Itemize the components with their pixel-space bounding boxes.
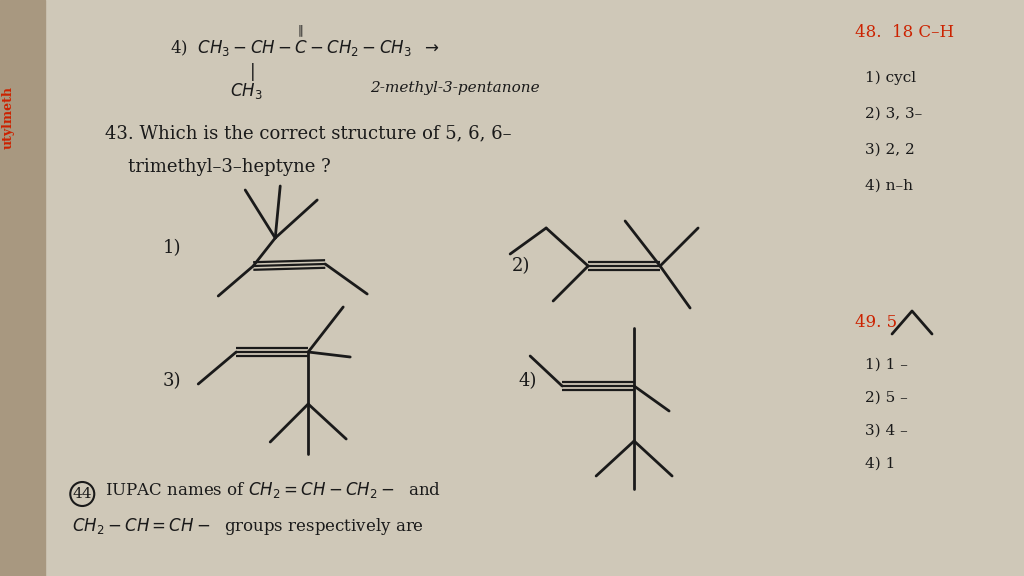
Text: 2) 5 –: 2) 5 – bbox=[865, 391, 908, 405]
Text: 49. 5: 49. 5 bbox=[855, 314, 897, 331]
Text: 4) n–h: 4) n–h bbox=[865, 179, 913, 193]
Text: 43. Which is the correct structure of 5, 6, 6–: 43. Which is the correct structure of 5,… bbox=[105, 124, 512, 142]
Text: $CH_2 - CH = CH -$  groups respectively are: $CH_2 - CH = CH -$ groups respectively a… bbox=[73, 516, 424, 537]
Text: 4): 4) bbox=[518, 372, 537, 390]
Text: 2): 2) bbox=[512, 257, 530, 275]
Text: IUPAC names of $CH_2 = CH - CH_2 -$  and: IUPAC names of $CH_2 = CH - CH_2 -$ and bbox=[105, 480, 441, 500]
Text: 4) 1: 4) 1 bbox=[865, 457, 895, 471]
Text: 3) 2, 2: 3) 2, 2 bbox=[865, 143, 914, 157]
Text: 3): 3) bbox=[162, 372, 181, 390]
Text: utylmeth: utylmeth bbox=[2, 86, 14, 149]
Text: $|$: $|$ bbox=[250, 61, 255, 83]
Text: 1) cycl: 1) cycl bbox=[865, 71, 916, 85]
Text: trimethyl–3–heptyne ?: trimethyl–3–heptyne ? bbox=[128, 158, 331, 176]
Text: 48.  18 C–H: 48. 18 C–H bbox=[855, 24, 954, 41]
Text: 4)  $CH_3-CH-\overset{\parallel}{C}-CH_2-CH_3$  $\rightarrow$: 4) $CH_3-CH-\overset{\parallel}{C}-CH_2-… bbox=[170, 24, 440, 59]
Text: 44: 44 bbox=[73, 487, 92, 501]
Bar bbox=[0, 0, 45, 576]
Text: 1): 1) bbox=[162, 239, 181, 257]
Text: 1) 1 –: 1) 1 – bbox=[865, 358, 908, 372]
Text: 2-methyl-3-pentanone: 2-methyl-3-pentanone bbox=[371, 81, 540, 95]
Text: 3) 4 –: 3) 4 – bbox=[865, 424, 908, 438]
Text: 2) 3, 3–: 2) 3, 3– bbox=[865, 107, 923, 121]
Text: $CH_3$: $CH_3$ bbox=[230, 81, 263, 101]
